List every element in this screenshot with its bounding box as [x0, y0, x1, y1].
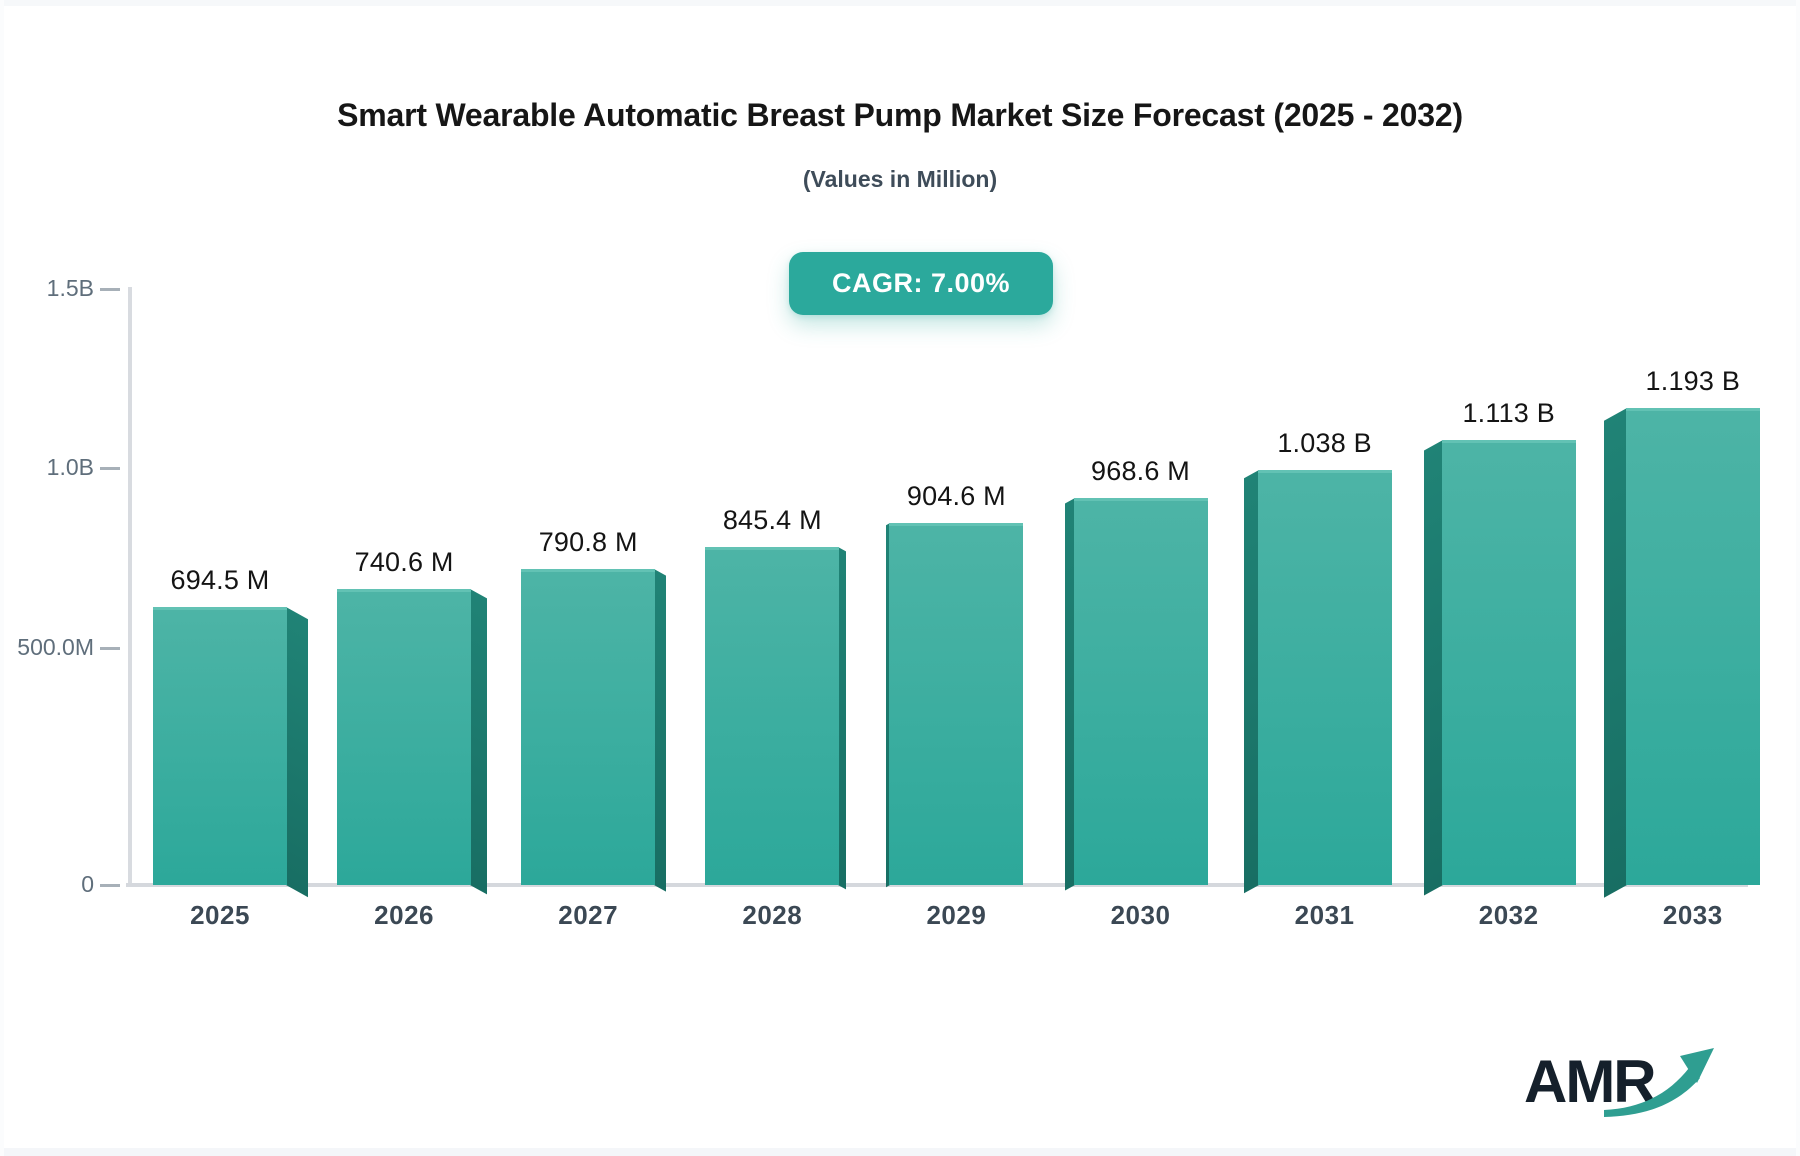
bar-2029	[889, 523, 1024, 885]
bar-value-label: 845.4 M	[722, 504, 822, 535]
bar-2031	[1257, 469, 1392, 885]
y-axis-tick	[100, 647, 120, 650]
bar-2027	[521, 568, 656, 885]
amr-logo-arrow-swoosh	[1604, 1068, 1700, 1117]
bar-side-face	[1423, 439, 1443, 896]
x-axis-label-2031: 2031	[1294, 900, 1355, 930]
cagr-badge: CAGR: 7.00%	[789, 252, 1053, 315]
bar-value-label: 968.6 M	[1091, 455, 1190, 486]
y-axis-tick-label: 1.5B	[46, 275, 94, 301]
y-axis-tick-label: 0	[81, 871, 94, 897]
bar-side-face	[1243, 469, 1259, 894]
page-right-border	[1796, 0, 1800, 1156]
bar-2026	[337, 588, 472, 885]
y-axis-line	[128, 287, 132, 887]
x-axis-label-2032: 2032	[1478, 900, 1539, 930]
amr-logo: AMR	[1524, 1048, 1714, 1117]
bar-2028	[705, 546, 840, 885]
y-axis-tick	[100, 288, 120, 291]
page-bottom-border	[0, 1148, 1800, 1156]
x-axis-label-2028: 2028	[742, 900, 803, 930]
bar-value-label: 694.5 M	[170, 565, 270, 596]
amr-logo-arrowhead	[1680, 1048, 1714, 1083]
amr-logo-text: AMR	[1524, 1048, 1656, 1115]
bar-value-label: 1.193 B	[1645, 365, 1741, 396]
x-axis-label-2025: 2025	[190, 900, 250, 930]
bar-value-label: 790.8 M	[538, 526, 638, 557]
bar-side-face	[286, 607, 308, 898]
bar-2033	[1625, 407, 1760, 885]
x-axis-label-2029: 2029	[926, 900, 987, 930]
bar-side-face	[1603, 407, 1627, 898]
y-axis-tick-label: 500.0M	[17, 634, 94, 660]
bar-side-face	[470, 588, 488, 895]
bar-side-face	[838, 546, 847, 890]
x-axis-label-2033: 2033	[1662, 900, 1723, 930]
x-axis-label-2027: 2027	[558, 900, 619, 930]
page-top-border	[0, 0, 1800, 6]
bar-2025	[153, 607, 287, 885]
page-left-border	[0, 0, 4, 1156]
chart-subtitle: (Values in Million)	[802, 166, 998, 192]
bar-value-label: 904.6 M	[906, 481, 1006, 512]
bar-value-label: 1.038 B	[1277, 427, 1372, 458]
chart-title: Smart Wearable Automatic Breast Pump Mar…	[337, 97, 1463, 133]
y-axis-tick-label: 1.0B	[46, 454, 94, 480]
bar-side-face	[654, 568, 667, 892]
y-axis-tick	[100, 884, 120, 887]
bar-value-label: 1.113 B	[1462, 397, 1555, 428]
x-axis-label-2026: 2026	[374, 900, 435, 930]
x-axis-label-2030: 2030	[1110, 900, 1171, 930]
bar-value-label: 740.6 M	[354, 546, 454, 577]
x-axis-baseline	[126, 883, 1748, 887]
bar-2030	[1073, 497, 1208, 885]
bar-2032	[1441, 439, 1576, 885]
y-axis-tick	[100, 467, 120, 470]
